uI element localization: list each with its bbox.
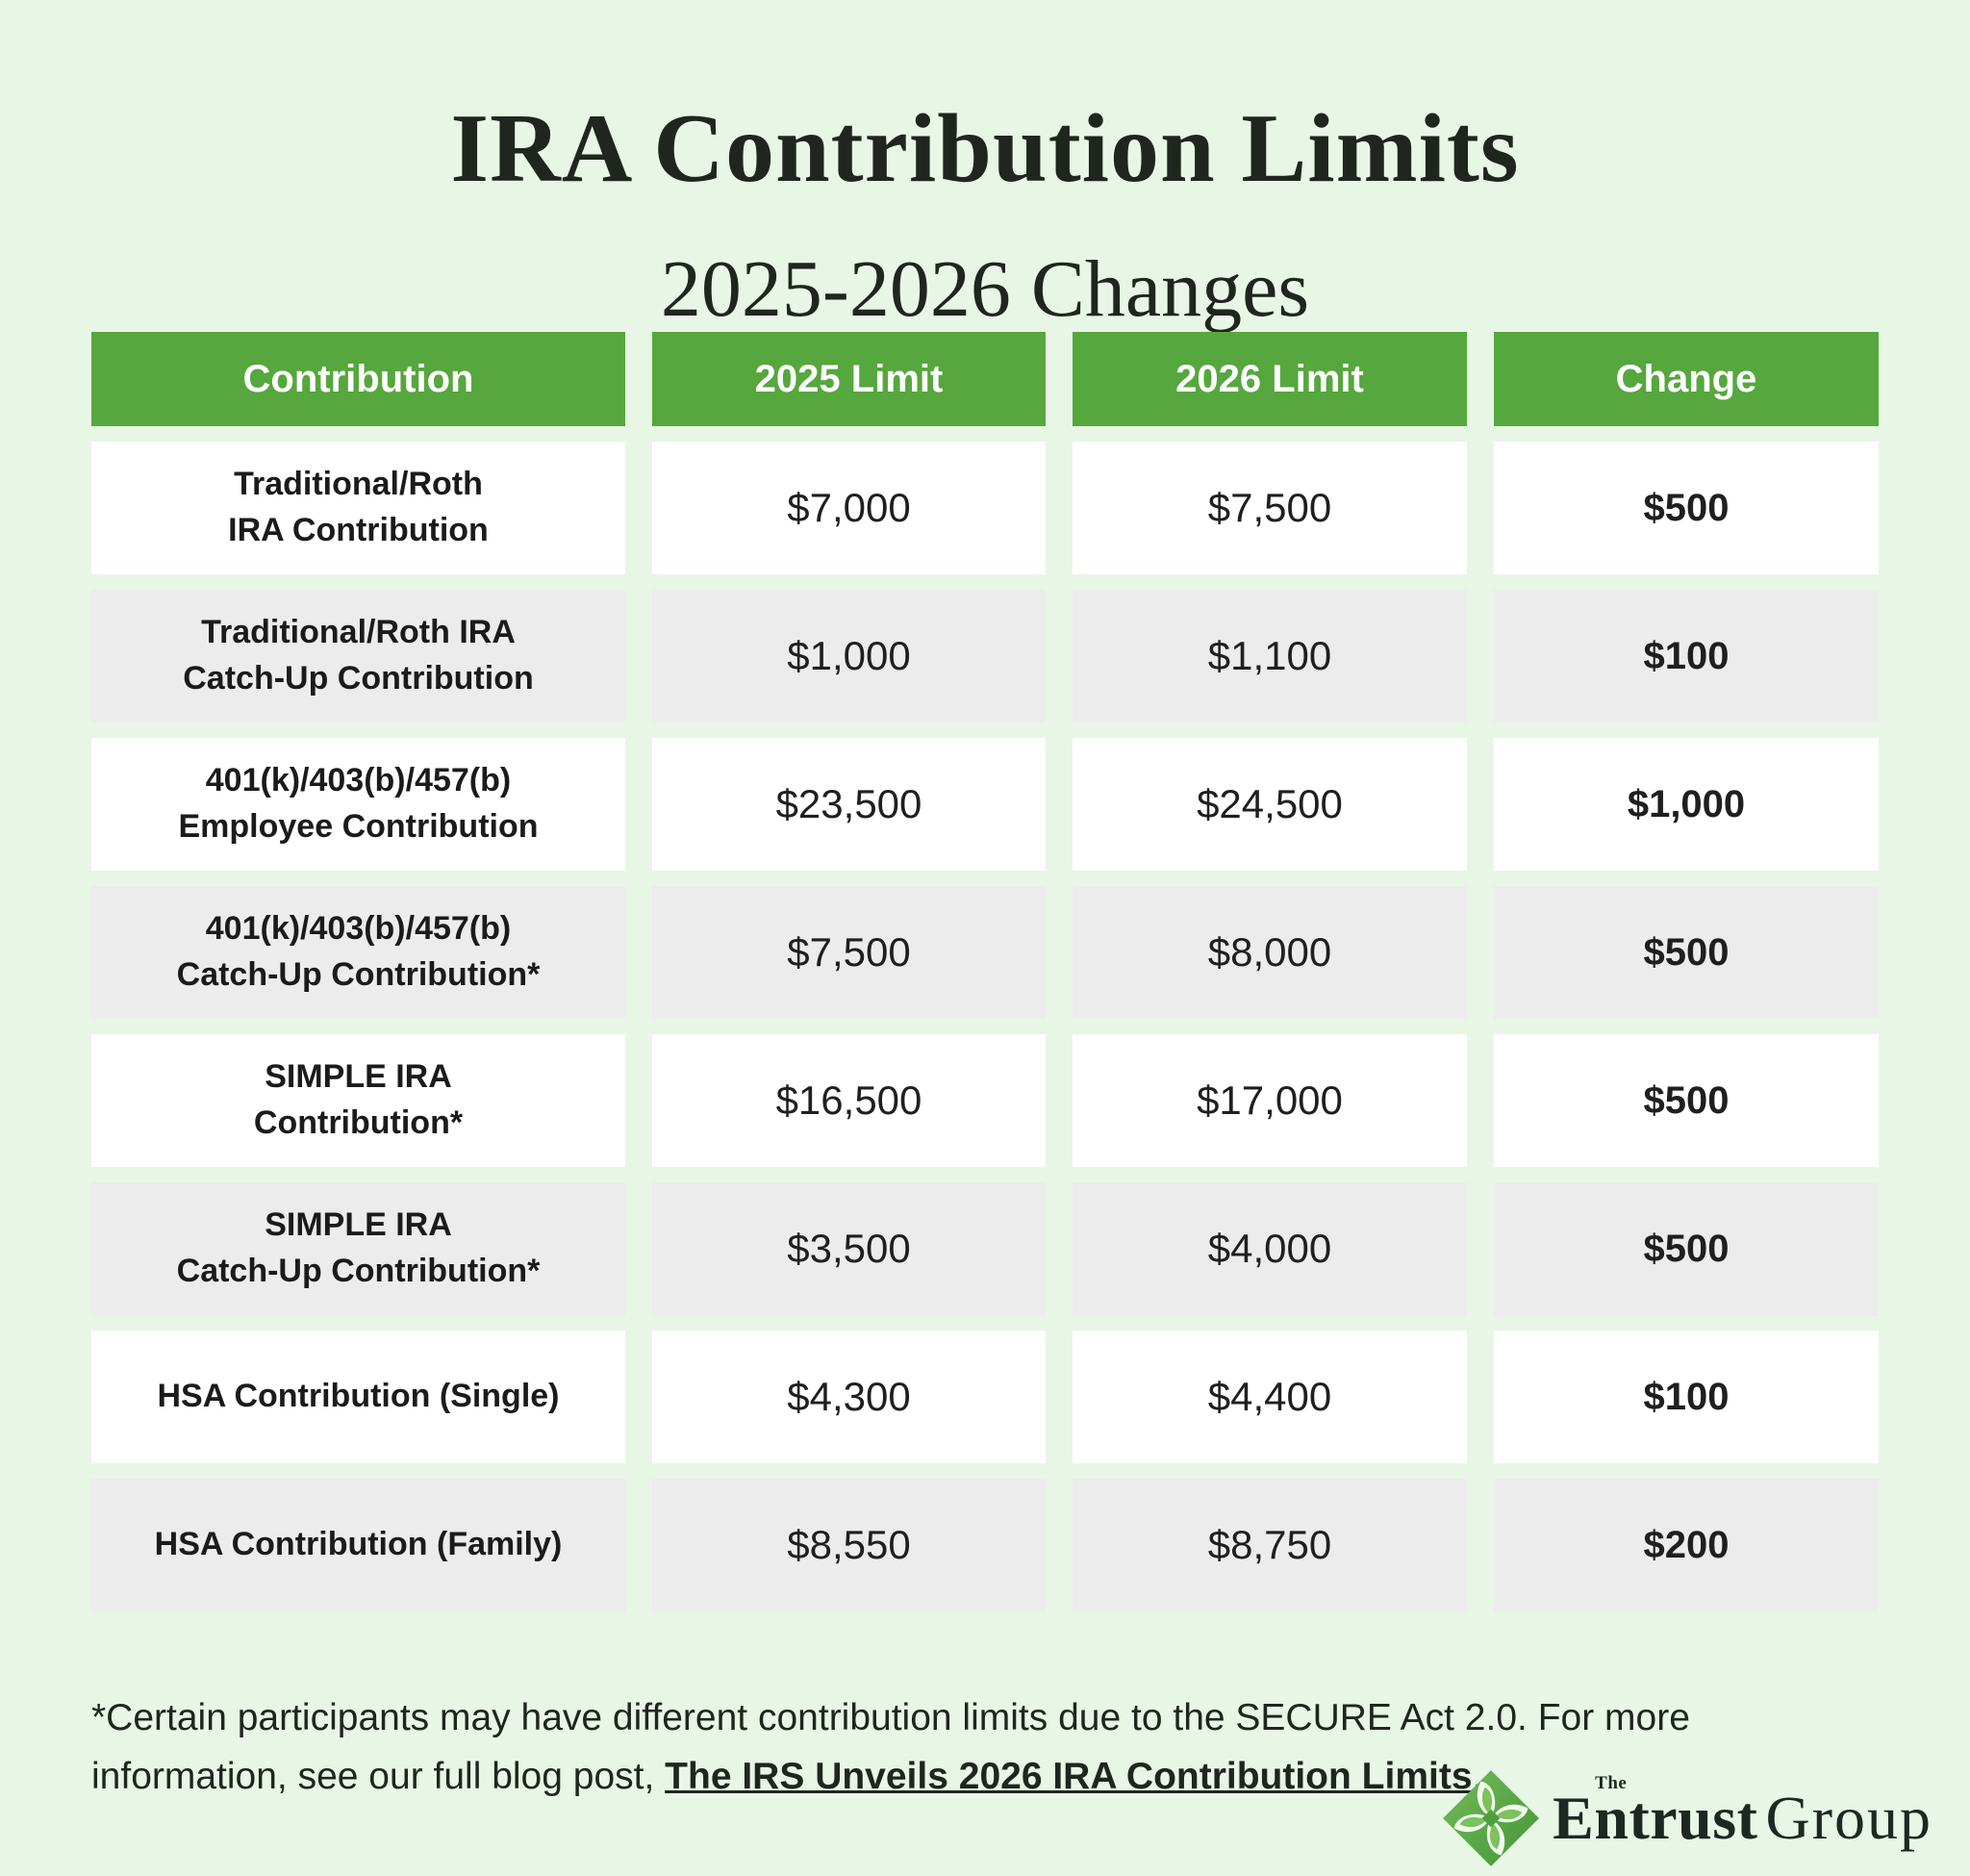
logo-the-label: The	[1595, 1773, 1628, 1793]
change-value: $500	[1494, 1034, 1879, 1167]
contribution-label: SIMPLE IRA Contribution*	[91, 1034, 625, 1167]
entrust-pinwheel-icon	[1443, 1770, 1540, 1866]
limit-2026-value: $8,000	[1073, 886, 1467, 1019]
contribution-label: 401(k)/403(b)/457(b) Employee Contributi…	[91, 738, 625, 871]
page-title: IRA Contribution Limits	[450, 94, 1520, 204]
change-value: $100	[1494, 590, 1879, 723]
change-value: $500	[1494, 886, 1879, 1019]
contribution-label: 401(k)/403(b)/457(b) Catch-Up Contributi…	[91, 886, 625, 1019]
limit-2026-value: $17,000	[1073, 1034, 1467, 1167]
column-header-change: Change	[1494, 332, 1879, 426]
limit-2025-value: $7,000	[652, 442, 1046, 574]
column-header-contribution: Contribution	[91, 332, 625, 426]
column-header-2025-limit: 2025 Limit	[652, 332, 1046, 426]
contribution-table: Contribution 2025 Limit 2026 Limit Chang…	[91, 332, 1879, 1611]
limit-2025-value: $4,300	[652, 1331, 1046, 1463]
limit-2026-value: $1,100	[1073, 590, 1467, 723]
column-header-2026-limit: 2026 Limit	[1073, 332, 1467, 426]
contribution-label: Traditional/Roth IRA Catch-Up Contributi…	[91, 590, 625, 723]
change-value: $200	[1494, 1479, 1879, 1611]
change-value: $500	[1494, 442, 1879, 574]
entrust-logo-text: Entrust The Group	[1553, 1773, 1932, 1854]
change-value: $100	[1494, 1331, 1879, 1463]
change-value: $500	[1494, 1182, 1879, 1315]
page-subtitle: 2025-2026 Changes	[660, 243, 1310, 334]
limit-2026-value: $24,500	[1073, 738, 1467, 871]
change-value: $1,000	[1494, 738, 1879, 871]
footnote-blog-link[interactable]: The IRS Unveils 2026 IRA Contribution Li…	[665, 1756, 1473, 1797]
limit-2025-value: $1,000	[652, 590, 1046, 723]
contribution-label: HSA Contribution (Single)	[91, 1331, 625, 1463]
limit-2025-value: $16,500	[652, 1034, 1046, 1167]
limit-2026-value: $4,000	[1073, 1182, 1467, 1315]
limit-2025-value: $3,500	[652, 1182, 1046, 1315]
contribution-label: HSA Contribution (Family)	[91, 1479, 625, 1611]
footnote-line2-prefix: information, see our full blog post,	[91, 1756, 666, 1797]
logo-entrust-wordmark: Entrust The	[1553, 1773, 1758, 1852]
limit-2025-value: $23,500	[652, 738, 1046, 871]
entrust-logo: Entrust The Group	[1441, 1768, 1932, 1868]
footnote-line1: *Certain participants may have different…	[91, 1697, 1690, 1738]
limit-2026-value: $4,400	[1073, 1331, 1467, 1463]
limit-2025-value: $7,500	[652, 886, 1046, 1019]
limit-2026-value: $8,750	[1073, 1479, 1467, 1611]
footnote-suffix: .	[1472, 1756, 1483, 1797]
limit-2025-value: $8,550	[652, 1479, 1046, 1611]
logo-group-wordmark: Group	[1765, 1784, 1932, 1852]
contribution-label: Traditional/Roth IRA Contribution	[91, 442, 625, 574]
limit-2026-value: $7,500	[1073, 442, 1467, 574]
contribution-label: SIMPLE IRA Catch-Up Contribution*	[91, 1182, 625, 1315]
footnote: *Certain participants may have different…	[91, 1688, 1804, 1806]
